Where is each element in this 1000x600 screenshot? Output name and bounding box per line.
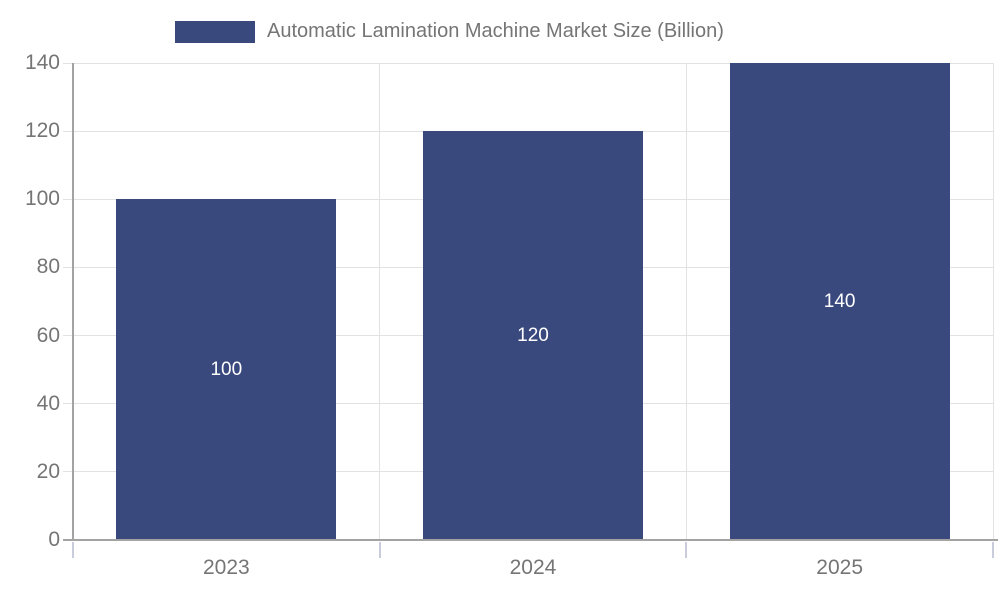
x-axis-tick: [992, 542, 994, 558]
x-axis-tick: [685, 542, 688, 558]
y-axis-labels: 0 20 40 60 80 100 120 140: [0, 0, 60, 600]
y-tick-label: 80: [36, 255, 60, 279]
y-tick-label: 0: [48, 528, 60, 551]
y-tick-label: 120: [24, 119, 60, 143]
y-tick-label: 140: [24, 51, 60, 74]
bar-value-label: 140: [823, 290, 856, 312]
bar-2024: 120: [423, 131, 643, 540]
y-axis-tick: [63, 198, 73, 200]
bar-value-label: 120: [517, 324, 549, 346]
legend: Automatic Lamination Machine Market Size…: [175, 20, 724, 43]
y-tick-label: 20: [36, 459, 60, 483]
y-axis-tick: [63, 266, 73, 268]
gridline-y-140: [73, 62, 993, 64]
y-axis-tick: [63, 403, 73, 405]
bar-2025: 140: [729, 63, 950, 540]
x-tick-label-2023: 2023: [202, 556, 250, 579]
bar-value-label: 100: [210, 358, 243, 380]
x-axis-tick: [378, 542, 381, 558]
y-tick-label: 60: [36, 323, 60, 347]
plot-area: 100 120 140: [63, 62, 998, 558]
y-axis-tick: [63, 335, 73, 337]
x-axis-line: [63, 539, 998, 541]
x-axis-tick: [72, 542, 74, 558]
gridline-x-2: [685, 63, 687, 540]
y-axis-tick: [63, 62, 73, 64]
x-tick-label-2024: 2024: [509, 556, 557, 579]
chart-title: Automatic Lamination Machine Market Size…: [267, 20, 724, 42]
y-axis-tick: [63, 471, 73, 473]
y-tick-label: 40: [36, 391, 60, 415]
x-tick-label-2025: 2025: [816, 556, 864, 579]
y-axis-tick: [63, 130, 73, 132]
gridline-x-1: [379, 63, 381, 540]
legend-swatch: [175, 20, 255, 43]
gridline-x-3: [992, 63, 994, 540]
gridline-y-120: [73, 130, 993, 132]
y-tick-label: 100: [24, 187, 60, 211]
bar-2023: 100: [116, 199, 337, 540]
y-axis-line: [72, 63, 74, 540]
